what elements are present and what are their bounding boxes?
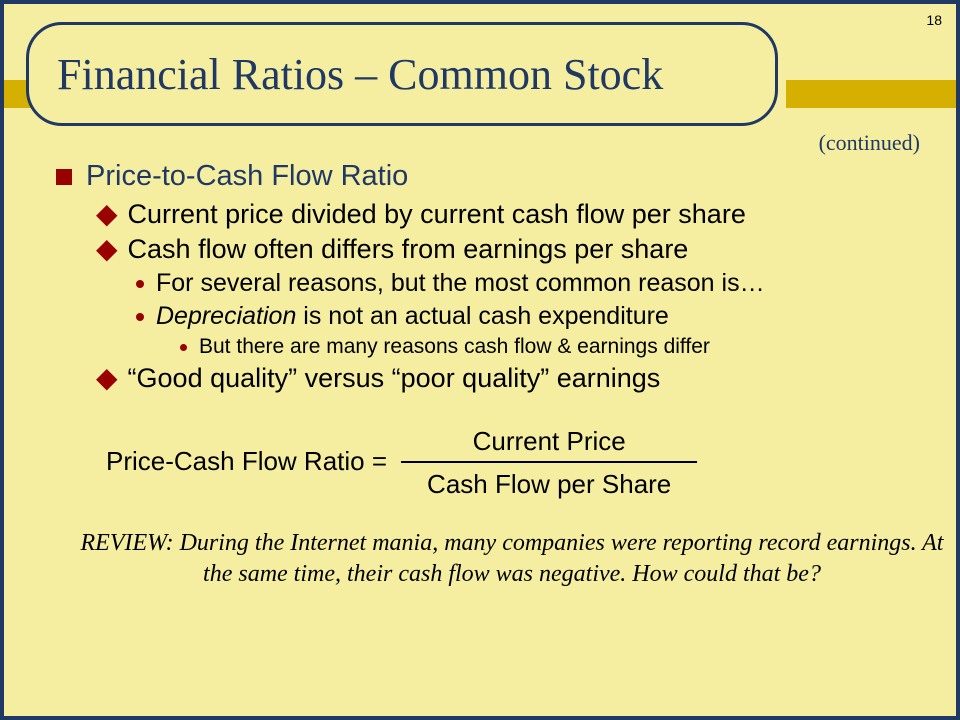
diamond-bullet-icon: ◆: [96, 363, 118, 393]
continued-label: (continued): [819, 130, 920, 156]
l2-text: “Good quality” versus “poor quality” ear…: [128, 363, 661, 394]
formula: Price-Cash Flow Ratio = Current Price Ca…: [106, 422, 916, 500]
l2-text: Current price divided by current cash fl…: [128, 199, 746, 230]
bullet-l4: But there are many reasons cash flow & e…: [180, 335, 916, 359]
diamond-bullet-icon: ◆: [96, 199, 118, 229]
bullet-l3: For several reasons, but the most common…: [136, 269, 916, 298]
dot-bullet-icon: [180, 344, 187, 351]
fraction-denominator: Cash Flow per Share: [401, 463, 697, 500]
l1-text: Price-to-Cash Flow Ratio: [86, 160, 408, 193]
slide: 18 Financial Ratios – Common Stock (cont…: [4, 4, 956, 716]
l4-text: But there are many reasons cash flow & e…: [199, 335, 710, 359]
l3-text: For several reasons, but the most common…: [156, 269, 765, 298]
l3-text: Depreciation is not an actual cash expen…: [156, 302, 669, 331]
fraction-numerator: Current Price: [447, 422, 652, 461]
bullet-l1: Price-to-Cash Flow Ratio: [56, 160, 916, 193]
square-bullet-icon: [56, 169, 72, 185]
bullet-l2: ◆ Cash flow often differs from earnings …: [96, 234, 916, 265]
title-band: Financial Ratios – Common Stock: [4, 22, 956, 122]
dot-bullet-icon: [136, 313, 144, 321]
l2-text: Cash flow often differs from earnings pe…: [128, 234, 689, 265]
bullet-l2: ◆ Current price divided by current cash …: [96, 199, 916, 230]
dot-bullet-icon: [136, 280, 144, 288]
gold-bar-right: [786, 80, 956, 108]
review-note: REVIEW: During the Internet mania, many …: [72, 528, 952, 590]
diamond-bullet-icon: ◆: [96, 234, 118, 264]
bullet-l3: Depreciation is not an actual cash expen…: [136, 302, 916, 331]
content-area: Price-to-Cash Flow Ratio ◆ Current price…: [56, 160, 916, 590]
l3-text-tail: is not an actual cash expenditure: [296, 302, 668, 330]
italic-term: Depreciation: [156, 302, 296, 330]
slide-title: Financial Ratios – Common Stock: [26, 22, 778, 126]
formula-lhs: Price-Cash Flow Ratio =: [106, 446, 387, 477]
fraction: Current Price Cash Flow per Share: [401, 422, 697, 500]
bullet-l2: ◆ “Good quality” versus “poor quality” e…: [96, 363, 916, 394]
